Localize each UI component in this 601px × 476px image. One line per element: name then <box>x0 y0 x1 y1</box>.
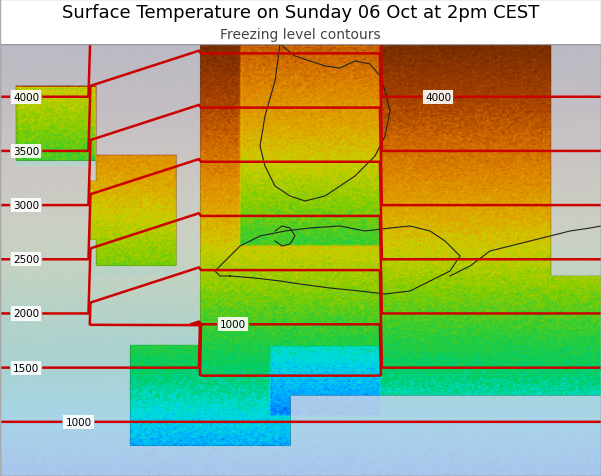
Text: 1000: 1000 <box>220 319 246 329</box>
Text: 4000: 4000 <box>425 92 451 102</box>
Text: 1500: 1500 <box>13 363 39 373</box>
Text: Surface Temperature on Sunday 06 Oct at 2pm CEST: Surface Temperature on Sunday 06 Oct at … <box>62 4 539 21</box>
Text: 2500: 2500 <box>13 255 39 265</box>
Text: 3000: 3000 <box>13 201 39 211</box>
Text: 1000: 1000 <box>66 417 91 427</box>
Text: 4000: 4000 <box>13 92 39 102</box>
Text: 3500: 3500 <box>13 147 39 157</box>
Text: 2000: 2000 <box>13 309 39 319</box>
Text: Freezing level contours: Freezing level contours <box>220 28 381 42</box>
